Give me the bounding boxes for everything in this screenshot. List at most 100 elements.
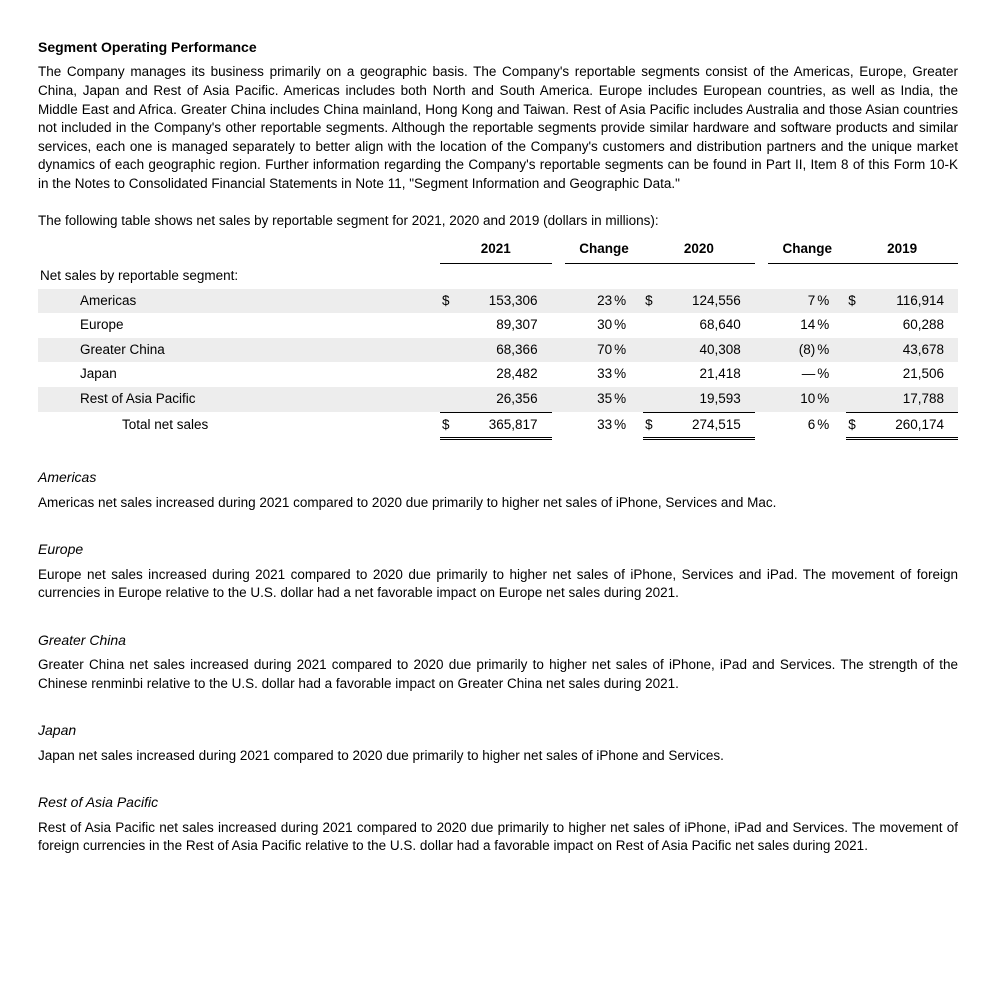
segment-sales-table: 2021 Change 2020 Change 2019 Net sales b… <box>38 236 958 440</box>
spacer <box>755 313 768 338</box>
percent-unit: % <box>817 289 846 314</box>
value-2020: 19,593 <box>668 387 755 412</box>
row-label: Greater China <box>38 338 440 363</box>
col-blank <box>38 236 440 263</box>
change-1-value: 33 <box>565 412 614 439</box>
spacer <box>552 289 565 314</box>
currency-symbol <box>643 338 668 363</box>
percent-unit: % <box>817 313 846 338</box>
spacer <box>755 362 768 387</box>
value-2019: 60,288 <box>871 313 958 338</box>
col-spacer <box>755 236 768 263</box>
table-row: Japan28,48233%21,418—%21,506 <box>38 362 958 387</box>
currency-symbol <box>643 387 668 412</box>
table-section-row: Net sales by reportable segment: <box>38 263 958 288</box>
currency-symbol <box>440 362 465 387</box>
currency-symbol <box>846 362 871 387</box>
spacer <box>755 412 768 439</box>
currency-symbol <box>440 338 465 363</box>
change-1-value: 35 <box>565 387 614 412</box>
value-2020: 68,640 <box>668 313 755 338</box>
currency-symbol: $ <box>643 412 668 439</box>
value-2021: 26,356 <box>465 387 552 412</box>
value-2020: 274,515 <box>668 412 755 439</box>
change-1-value: 33 <box>565 362 614 387</box>
roap-subhead: Rest of Asia Pacific <box>38 793 958 812</box>
value-2019: 260,174 <box>871 412 958 439</box>
value-2019: 21,506 <box>871 362 958 387</box>
currency-symbol <box>846 338 871 363</box>
value-2019: 43,678 <box>871 338 958 363</box>
value-2019: 17,788 <box>871 387 958 412</box>
change-2-value: — <box>768 362 817 387</box>
intro-paragraph: The Company manages its business primari… <box>38 63 958 193</box>
table-header-row: 2021 Change 2020 Change 2019 <box>38 236 958 263</box>
spacer <box>552 338 565 363</box>
currency-symbol: $ <box>846 289 871 314</box>
japan-subhead: Japan <box>38 721 958 740</box>
value-2021: 28,482 <box>465 362 552 387</box>
currency-symbol <box>643 313 668 338</box>
currency-symbol <box>643 362 668 387</box>
currency-symbol <box>846 387 871 412</box>
currency-symbol <box>846 313 871 338</box>
currency-symbol: $ <box>643 289 668 314</box>
percent-unit: % <box>614 387 643 412</box>
value-2021: 68,366 <box>465 338 552 363</box>
table-row: Europe89,30730%68,64014%60,288 <box>38 313 958 338</box>
percent-unit: % <box>817 412 846 439</box>
value-2021: 89,307 <box>465 313 552 338</box>
value-2019: 116,914 <box>871 289 958 314</box>
value-2020: 40,308 <box>668 338 755 363</box>
col-change-1: Change <box>565 236 643 263</box>
table-row: Greater China 68,366 70% 40,308 (8)% 43,678 <box>38 338 958 363</box>
col-2019: 2019 <box>846 236 958 263</box>
percent-unit: % <box>817 338 846 363</box>
change-1-value: 30 <box>565 313 614 338</box>
currency-symbol: $ <box>846 412 871 439</box>
currency-symbol: $ <box>440 412 465 439</box>
americas-body: Americas net sales increased during 2021… <box>38 494 958 513</box>
change-2-value: (8) <box>768 338 817 363</box>
change-1-value: 70 <box>565 338 614 363</box>
currency-symbol <box>440 387 465 412</box>
col-2020: 2020 <box>643 236 755 263</box>
spacer <box>755 387 768 412</box>
change-1-value: 23 <box>565 289 614 314</box>
section-heading: Segment Operating Performance <box>38 38 958 57</box>
row-label: Americas <box>38 289 440 314</box>
spacer <box>552 313 565 338</box>
row-label: Total net sales <box>38 412 440 439</box>
currency-symbol <box>440 313 465 338</box>
china-body: Greater China net sales increased during… <box>38 656 958 693</box>
percent-unit: % <box>614 362 643 387</box>
value-2021: 153,306 <box>465 289 552 314</box>
percent-unit: % <box>614 412 643 439</box>
europe-body: Europe net sales increased during 2021 c… <box>38 566 958 603</box>
row-label: Japan <box>38 362 440 387</box>
spacer <box>552 387 565 412</box>
spacer <box>552 412 565 439</box>
percent-unit: % <box>614 338 643 363</box>
spacer <box>552 362 565 387</box>
percent-unit: % <box>817 362 846 387</box>
currency-symbol: $ <box>440 289 465 314</box>
americas-subhead: Americas <box>38 468 958 487</box>
col-2021: 2021 <box>440 236 552 263</box>
row-label: Rest of Asia Pacific <box>38 387 440 412</box>
roap-body: Rest of Asia Pacific net sales increased… <box>38 819 958 856</box>
spacer <box>755 289 768 314</box>
percent-unit: % <box>614 289 643 314</box>
total-row: Total net sales$365,81733%$274,5156%$260… <box>38 412 958 439</box>
change-2-value: 10 <box>768 387 817 412</box>
col-spacer <box>552 236 565 263</box>
china-subhead: Greater China <box>38 631 958 650</box>
value-2020: 124,556 <box>668 289 755 314</box>
europe-subhead: Europe <box>38 540 958 559</box>
spacer <box>755 338 768 363</box>
percent-unit: % <box>614 313 643 338</box>
table-body: Net sales by reportable segment: America… <box>38 263 958 438</box>
row-label: Europe <box>38 313 440 338</box>
japan-body: Japan net sales increased during 2021 co… <box>38 747 958 766</box>
section-label: Net sales by reportable segment: <box>38 263 958 288</box>
